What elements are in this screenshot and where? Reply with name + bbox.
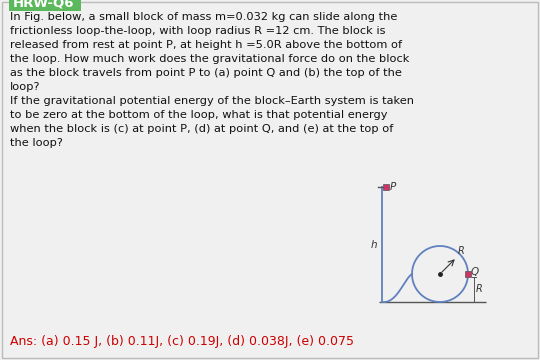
Text: Ans: (a) 0.15 J, (b) 0.11J, (c) 0.19J, (d) 0.038J, (e) 0.075: Ans: (a) 0.15 J, (b) 0.11J, (c) 0.19J, (…: [10, 335, 354, 348]
Text: the loop. How much work does the gravitational force do on the block: the loop. How much work does the gravita…: [10, 54, 409, 64]
Text: R: R: [458, 246, 464, 256]
Bar: [383, 184, 389, 190]
Text: frictionless loop-the-loop, with loop radius R =12 cm. The block is: frictionless loop-the-loop, with loop ra…: [10, 26, 386, 36]
Text: as the block travels from point P to (a) point Q and (b) the top of the: as the block travels from point P to (a)…: [10, 68, 402, 78]
Text: released from rest at point P, at height h =5.0R above the bottom of: released from rest at point P, at height…: [10, 40, 402, 50]
Text: If the gravitational potential energy of the block–Earth system is taken: If the gravitational potential energy of…: [10, 96, 414, 106]
Text: to be zero at the bottom of the loop, what is that potential energy: to be zero at the bottom of the loop, wh…: [10, 110, 388, 120]
Text: HRW-Q6: HRW-Q6: [13, 0, 75, 9]
Text: R: R: [476, 284, 483, 294]
Text: P: P: [390, 182, 396, 192]
Text: In Fig. below, a small block of mass m=0.032 kg can slide along the: In Fig. below, a small block of mass m=0…: [10, 12, 397, 22]
Text: loop?: loop?: [10, 82, 40, 92]
FancyBboxPatch shape: [9, 0, 81, 11]
Text: the loop?: the loop?: [10, 138, 63, 148]
Text: Q: Q: [471, 267, 479, 277]
Text: when the block is (c) at point P, (d) at point Q, and (e) at the top of: when the block is (c) at point P, (d) at…: [10, 124, 393, 134]
Text: h: h: [370, 239, 377, 249]
Bar: [465, 271, 471, 277]
